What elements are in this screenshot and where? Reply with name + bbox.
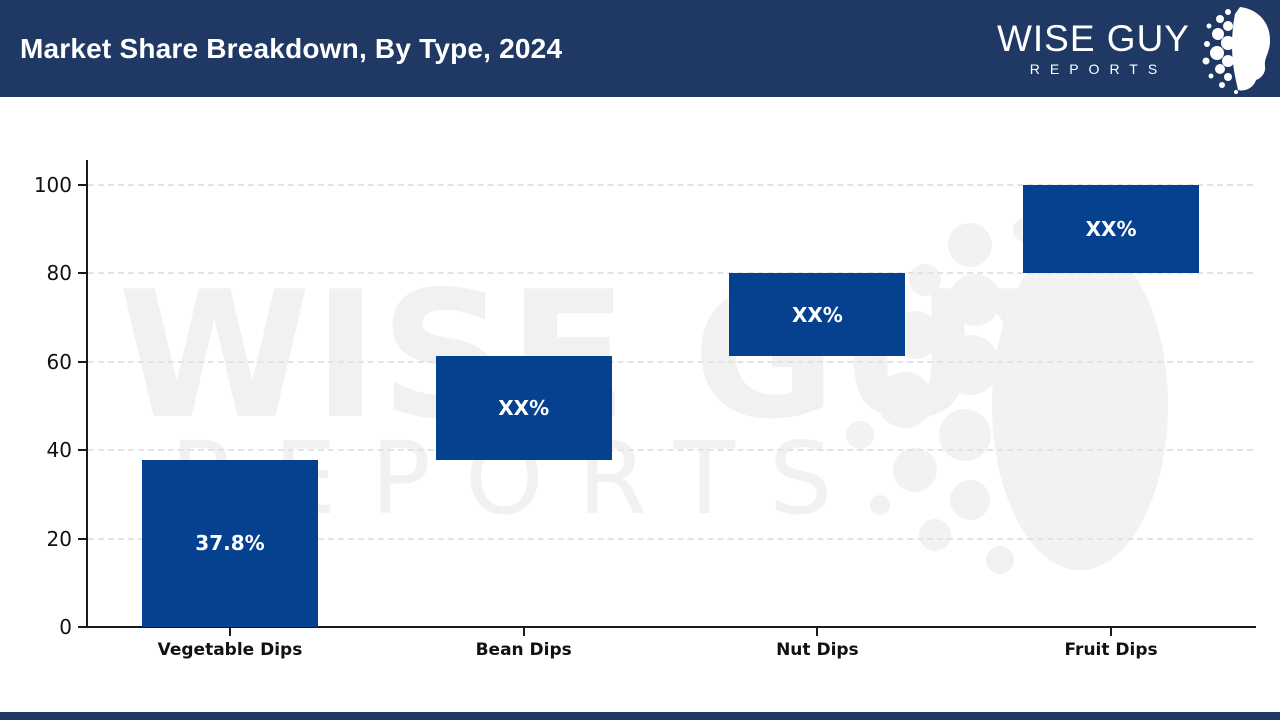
- bar-value-label: 37.8%: [195, 531, 265, 556]
- x-category-label: Vegetable Dips: [157, 640, 303, 660]
- gridline-20: [88, 537, 1253, 540]
- x-axis-line: [86, 626, 1256, 628]
- y-tick-80: [78, 272, 88, 275]
- x-tick-0: [229, 627, 231, 636]
- y-tick-label-100: 100: [33, 173, 72, 197]
- x-tick-1: [522, 627, 525, 636]
- x-category-label: Nut Dips: [776, 640, 859, 660]
- gridline-100: [88, 184, 1253, 186]
- y-axis-line: [86, 160, 88, 628]
- y-tick-0: [78, 626, 88, 628]
- footer-bar: [0, 712, 1280, 720]
- y-tick-label-40: 40: [46, 438, 72, 463]
- page-title: Market Share Breakdown, By Type, 2024: [20, 32, 563, 64]
- x-tick-3: [1110, 627, 1113, 636]
- y-tick-40: [78, 449, 88, 452]
- bar-value-label: XX%: [498, 395, 550, 420]
- bar-nut-dips: [729, 273, 906, 356]
- x-category-label: Bean Dips: [475, 640, 572, 660]
- gridline-60: [88, 360, 1253, 363]
- x-tick-2: [816, 627, 819, 636]
- bar-value-label: XX%: [791, 302, 843, 327]
- bar-value-label: XX%: [1085, 217, 1137, 242]
- bar-vegetable-dips: [142, 459, 318, 627]
- y-tick-label-80: 80: [46, 261, 72, 286]
- y-tick-label-20: 20: [46, 526, 72, 551]
- y-tick-label-60: 60: [46, 349, 72, 374]
- y-tick-label-0: 0: [59, 615, 72, 639]
- logo-subtext: REPORTS: [1029, 61, 1168, 77]
- x-category-label: Fruit Dips: [1064, 640, 1158, 660]
- gridline-40: [88, 449, 1253, 452]
- gridline-80: [88, 272, 1253, 275]
- y-tick-100: [78, 184, 88, 186]
- bar-fruit-dips: [1023, 185, 1200, 274]
- brand-logo: WISE GUY REPORTS: [997, 0, 1272, 97]
- logo-wordmark: WISE GUY: [996, 18, 1190, 59]
- y-tick-60: [78, 360, 88, 363]
- header-bar: Market Share Breakdown, By Type, 2024 WI…: [0, 0, 1280, 97]
- logo-head-icon: [1202, 6, 1271, 94]
- bar-bean-dips: [435, 355, 612, 460]
- y-tick-20: [78, 537, 88, 540]
